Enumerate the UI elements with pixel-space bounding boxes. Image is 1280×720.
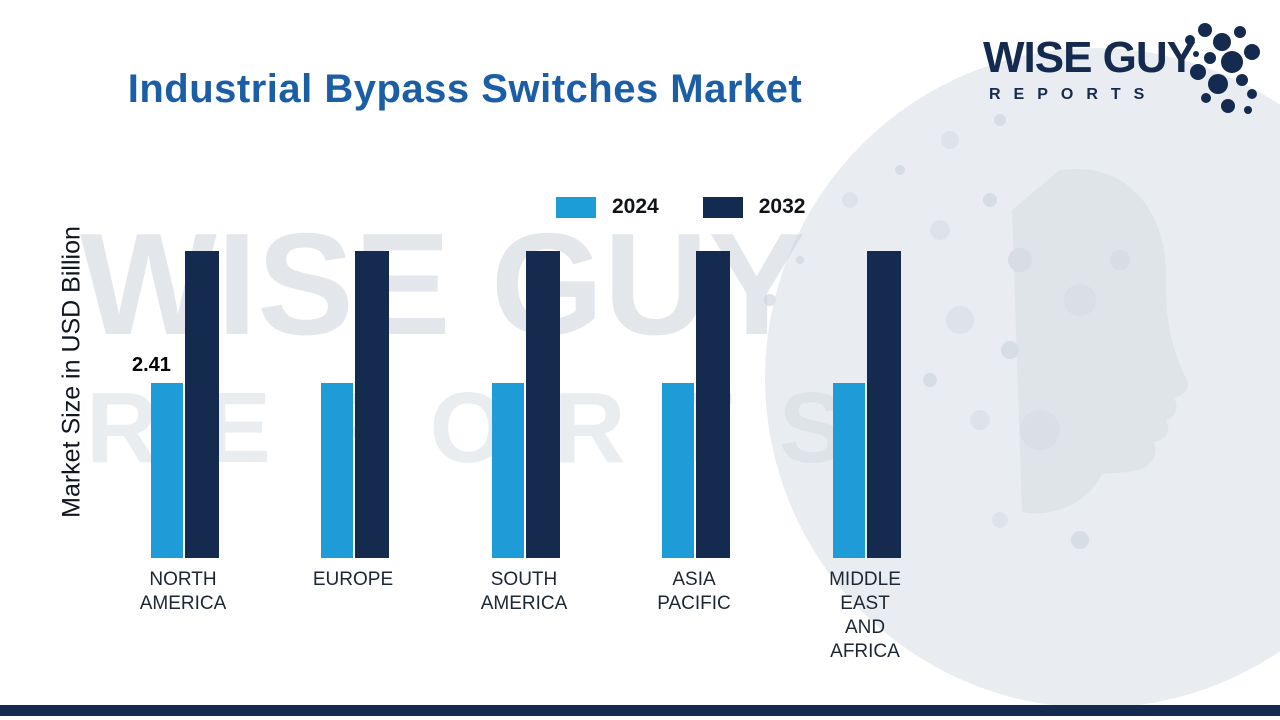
chart-title: Industrial Bypass Switches Market xyxy=(127,66,803,111)
legend-label-2032: 2032 xyxy=(758,195,806,218)
category-label: MIDDLE EAST AND AFRICA xyxy=(829,569,901,662)
legend-swatch-2024 xyxy=(556,196,596,218)
bar-2032 xyxy=(526,250,560,558)
legend-item-2024: 2024 xyxy=(556,195,659,219)
bar-2024 xyxy=(662,383,694,558)
bottom-strip xyxy=(0,705,1280,716)
logo-wordmark: WISE GUY xyxy=(983,33,1196,82)
bar-2024 xyxy=(492,383,524,558)
bar-group: EUROPE xyxy=(278,0,428,720)
legend-item-2032: 2032 xyxy=(702,195,806,219)
logo: WISE GUY REPORTS xyxy=(983,33,1196,104)
category-label: EUROPE xyxy=(312,569,394,590)
bar-2024 xyxy=(833,383,865,558)
y-axis-label: Market Size in USD Billion xyxy=(57,226,86,518)
logo-subtitle: REPORTS xyxy=(989,86,1158,103)
value-label: 2.41 xyxy=(132,354,171,377)
legend: 2024 2032 xyxy=(556,195,805,219)
bar-2024 xyxy=(321,383,353,558)
legend-label-2024: 2024 xyxy=(612,195,659,218)
bar-group: NORTH AMERICA 2.41 xyxy=(108,0,258,720)
category-label: ASIA PACIFIC xyxy=(657,569,731,614)
category-label: SOUTH AMERICA xyxy=(480,569,568,614)
bar-group: MIDDLE EAST AND AFRICA xyxy=(790,0,940,720)
category-label: NORTH AMERICA xyxy=(139,569,227,614)
bar-2032 xyxy=(867,250,901,558)
bar-2024 xyxy=(151,383,183,558)
legend-swatch-2032 xyxy=(702,196,743,218)
bar-2032 xyxy=(355,250,389,558)
bar-group: ASIA PACIFIC xyxy=(619,0,769,720)
bar-group: SOUTH AMERICA xyxy=(449,0,599,720)
bar-2032 xyxy=(185,250,219,558)
bar-2032 xyxy=(696,250,730,558)
